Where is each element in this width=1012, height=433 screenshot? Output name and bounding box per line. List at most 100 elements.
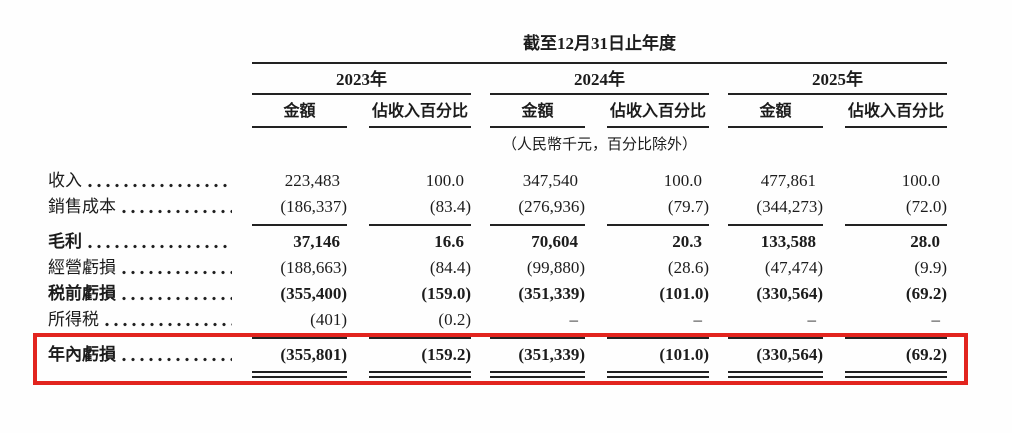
amount-cell: 70,604: [531, 232, 578, 251]
amount-cell: 133,588: [760, 232, 816, 251]
column-underline: [490, 126, 585, 128]
pct-cell: (69.2): [905, 284, 947, 303]
amount-cell: 37,146: [293, 232, 340, 251]
amount-cell: –: [807, 310, 817, 329]
pct-column-header: 佔收入百分比: [609, 103, 706, 120]
table-row: 所得税 (401) (0.2) – – – –: [48, 308, 947, 334]
single-rule: [728, 337, 823, 339]
row-label: 所得税: [48, 310, 99, 329]
pct-cell: (83.4): [429, 197, 471, 216]
single-rule: [728, 224, 823, 226]
header-top-rule: [252, 62, 947, 64]
amount-cell: (351,339): [518, 284, 585, 303]
amount-cell: (351,339): [518, 345, 585, 364]
pct-cell: (9.9): [914, 258, 947, 277]
dot-leader: [122, 209, 232, 214]
pct-cell: 100.0: [425, 171, 464, 190]
double-underline: [845, 371, 947, 378]
row-label: 收入: [48, 171, 82, 190]
dot-leader: [105, 322, 232, 327]
pct-cell: (72.0): [905, 197, 947, 216]
single-rule: [252, 224, 347, 226]
pct-cell: (159.0): [421, 284, 471, 303]
pct-column-header: 佔收入百分比: [371, 103, 468, 120]
pct-cell: (69.2): [905, 345, 947, 364]
dot-leader: [122, 357, 232, 362]
table-row: 經營虧損 (188,663) (84.4) (99,880) (28.6) (47,47…: [48, 256, 947, 282]
column-underline: [369, 126, 471, 128]
pct-cell: 100.0: [901, 171, 940, 190]
income-statement-table: 截至12月31日止年度 2023年 2024年 2025年 金額 佔收入百分比 …: [33, 34, 968, 385]
amount-cell: (276,936): [518, 197, 585, 216]
year-header-row: 2023年 2024年 2025年: [252, 64, 947, 91]
amount-cell: (99,880): [526, 258, 585, 277]
row-label: 年內虧損: [48, 345, 116, 364]
table-row: 税前虧損 (355,400) (159.0) (351,339) (101.0) (33…: [48, 282, 947, 308]
single-rule: [607, 337, 709, 339]
year-header-2024: 2024年: [574, 70, 625, 89]
amount-cell: 477,861: [760, 171, 816, 190]
year-underline-row: [252, 93, 947, 95]
row-label: 銷售成本: [48, 197, 116, 216]
double-underline: [369, 371, 471, 378]
pct-cell: –: [693, 310, 703, 329]
table-row: 年內虧損 (355,801) (159.2) (351,339) (101.0) (33…: [48, 343, 947, 369]
dot-leader: [122, 270, 232, 275]
amount-cell: (188,663): [280, 258, 347, 277]
amount-cell: –: [569, 310, 579, 329]
column-underline: [845, 126, 947, 128]
highlighted-total-row: 年內虧損 (355,801) (159.2) (351,339) (101.0) (33…: [33, 333, 968, 385]
period-title: 截至12月31日止年度: [523, 34, 676, 53]
dot-leader: [88, 244, 232, 249]
amount-column-header: 金額: [759, 103, 792, 120]
unit-note: （人民幣千元，百分比除外）: [501, 137, 697, 153]
amount-cell: (186,337): [280, 197, 347, 216]
double-underline: [607, 371, 709, 378]
amount-cell: (330,564): [756, 345, 823, 364]
subheader-underline-row: [252, 126, 947, 128]
amount-cell: (355,801): [280, 345, 347, 364]
amount-cell: (330,564): [756, 284, 823, 303]
pct-column-header: 佔收入百分比: [847, 103, 944, 120]
pct-cell: (101.0): [659, 345, 709, 364]
year-header-2023: 2023年: [336, 70, 387, 89]
amount-cell: (47,474): [764, 258, 823, 277]
pct-cell: (79.7): [667, 197, 709, 216]
amount-cell: 347,540: [522, 171, 578, 190]
dot-leader: [88, 183, 232, 188]
double-underline: [728, 371, 823, 378]
pct-cell: 100.0: [663, 171, 702, 190]
single-rule: [252, 337, 347, 339]
table-row: 收入 223,483 100.0 347,540 100.0 477,861 100.0: [48, 169, 947, 195]
amount-cell: (355,400): [280, 284, 347, 303]
column-underline: [252, 126, 347, 128]
year-header-2025: 2025年: [812, 70, 863, 89]
pct-cell: (101.0): [659, 284, 709, 303]
single-rule: [369, 224, 471, 226]
table-row: 毛利 37,146 16.6 70,604 20.3 133,588 28.0: [48, 230, 947, 256]
amount-column-header: 金額: [283, 103, 316, 120]
single-rule-row: [48, 221, 947, 230]
pct-cell: 28.0: [910, 232, 940, 251]
single-rule: [490, 224, 585, 226]
amount-column-header: 金額: [521, 103, 554, 120]
pct-cell: (84.4): [429, 258, 471, 277]
double-underline-row: [48, 369, 947, 382]
double-underline: [490, 371, 585, 378]
pct-cell: 16.6: [434, 232, 464, 251]
pct-cell: (28.6): [667, 258, 709, 277]
single-rule: [845, 224, 947, 226]
single-rule: [845, 337, 947, 339]
subheader-row: 金額 佔收入百分比 金額 佔收入百分比 金額 佔收入百分比: [252, 95, 947, 122]
dot-leader: [122, 296, 232, 301]
pct-cell: 20.3: [672, 232, 702, 251]
single-rule: [607, 224, 709, 226]
table-row: 銷售成本 (186,337) (83.4) (276,936) (79.7) (344,…: [48, 195, 947, 221]
row-label: 税前虧損: [48, 284, 116, 303]
single-rule: [369, 337, 471, 339]
year-underline: [728, 93, 947, 95]
row-label: 毛利: [48, 232, 82, 251]
pct-cell: (159.2): [421, 345, 471, 364]
column-underline: [728, 126, 823, 128]
pct-cell: (0.2): [438, 310, 471, 329]
